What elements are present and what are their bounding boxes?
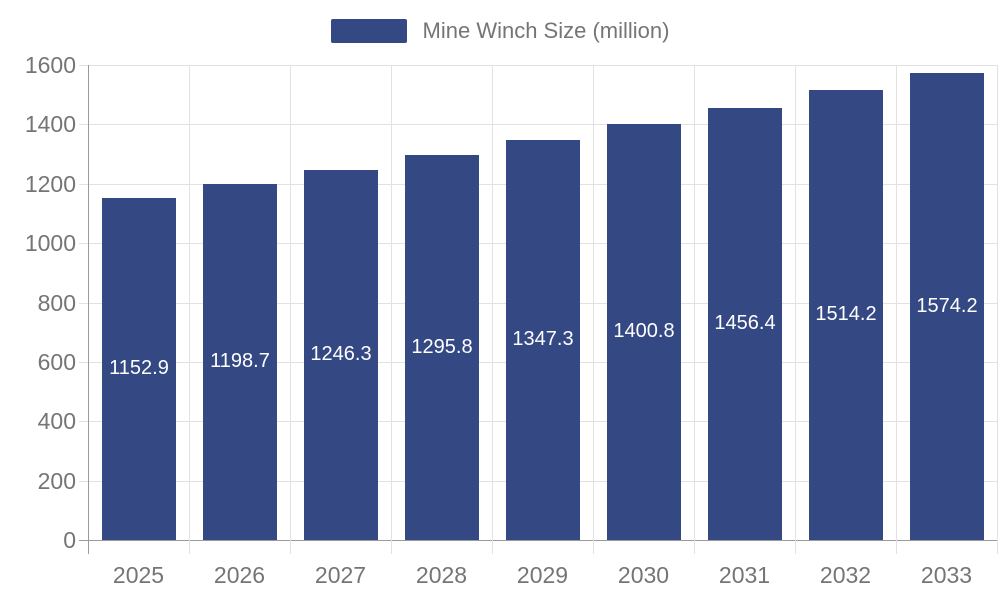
bar[interactable]: 1152.9 — [102, 198, 176, 540]
legend-swatch[interactable] — [330, 19, 407, 43]
bar[interactable]: 1574.2 — [910, 73, 984, 540]
y-axis-tick-label: 400 — [37, 408, 76, 434]
gridline-vertical — [593, 65, 594, 554]
gridline-vertical — [997, 65, 998, 554]
x-axis-tick-label: 2028 — [415, 562, 468, 588]
bar-value-label: 1246.3 — [310, 343, 372, 365]
legend-label[interactable]: Mine Winch Size (million) — [422, 18, 670, 43]
y-axis-tick-label: 800 — [37, 290, 76, 316]
bar[interactable]: 1514.2 — [809, 90, 883, 540]
bar-value-label: 1295.8 — [411, 335, 473, 358]
gridline-horizontal — [79, 65, 997, 66]
bar-value-label: 1456.4 — [714, 312, 776, 334]
bar[interactable]: 1198.7 — [203, 184, 277, 540]
y-axis-tick-label: 1000 — [24, 230, 76, 256]
y-axis-tick-label: 1600 — [24, 52, 76, 78]
x-axis-line — [79, 540, 997, 541]
x-axis-tick-label: 2025 — [112, 562, 165, 588]
gridline-vertical — [189, 65, 190, 554]
x-axis-tick-label: 2026 — [213, 562, 266, 588]
x-axis-tick-label: 2032 — [819, 562, 872, 588]
bar-value-label: 1400.8 — [613, 320, 675, 342]
x-axis-tick-label: 2033 — [920, 562, 973, 588]
y-axis-tick-label: 200 — [37, 468, 76, 494]
plot-area: 1152.9 1198.7 1246.3 1295.8 1347.3 1400.8 1456… — [79, 65, 998, 554]
bar[interactable]: 1246.3 — [304, 170, 378, 540]
gridline-vertical — [290, 65, 291, 554]
y-axis-tick-label: 0 — [63, 527, 76, 553]
x-axis-tick-label: 2030 — [617, 562, 670, 588]
bar-value-label: 1152.9 — [109, 357, 169, 379]
x-axis-tick-label: 2029 — [516, 562, 569, 588]
bar[interactable]: 1295.8 — [405, 155, 479, 540]
x-axis-tick-label: 2027 — [314, 562, 367, 588]
bar[interactable]: 1456.4 — [708, 108, 782, 540]
bar-value-label: 1347.3 — [512, 328, 574, 350]
x-axis-tick-label: 2031 — [718, 562, 771, 588]
bar[interactable]: 1347.3 — [506, 140, 580, 540]
legend[interactable]: Mine Winch Size (million) — [0, 17, 1000, 45]
gridline-vertical — [492, 65, 493, 554]
gridline-vertical — [795, 65, 796, 554]
gridline-vertical — [896, 65, 897, 554]
y-axis-tick-label: 1400 — [24, 111, 76, 137]
y-axis-line — [88, 65, 89, 554]
bar[interactable]: 1400.8 — [607, 124, 681, 540]
gridline-vertical — [391, 65, 392, 554]
bar-value-label: 1198.7 — [210, 350, 270, 372]
bar-value-label: 1574.2 — [916, 294, 978, 317]
gridline-vertical — [694, 65, 695, 554]
y-axis-tick-label: 1200 — [24, 171, 76, 197]
bar-value-label: 1514.2 — [815, 303, 877, 325]
y-axis-tick-label: 600 — [37, 349, 76, 375]
